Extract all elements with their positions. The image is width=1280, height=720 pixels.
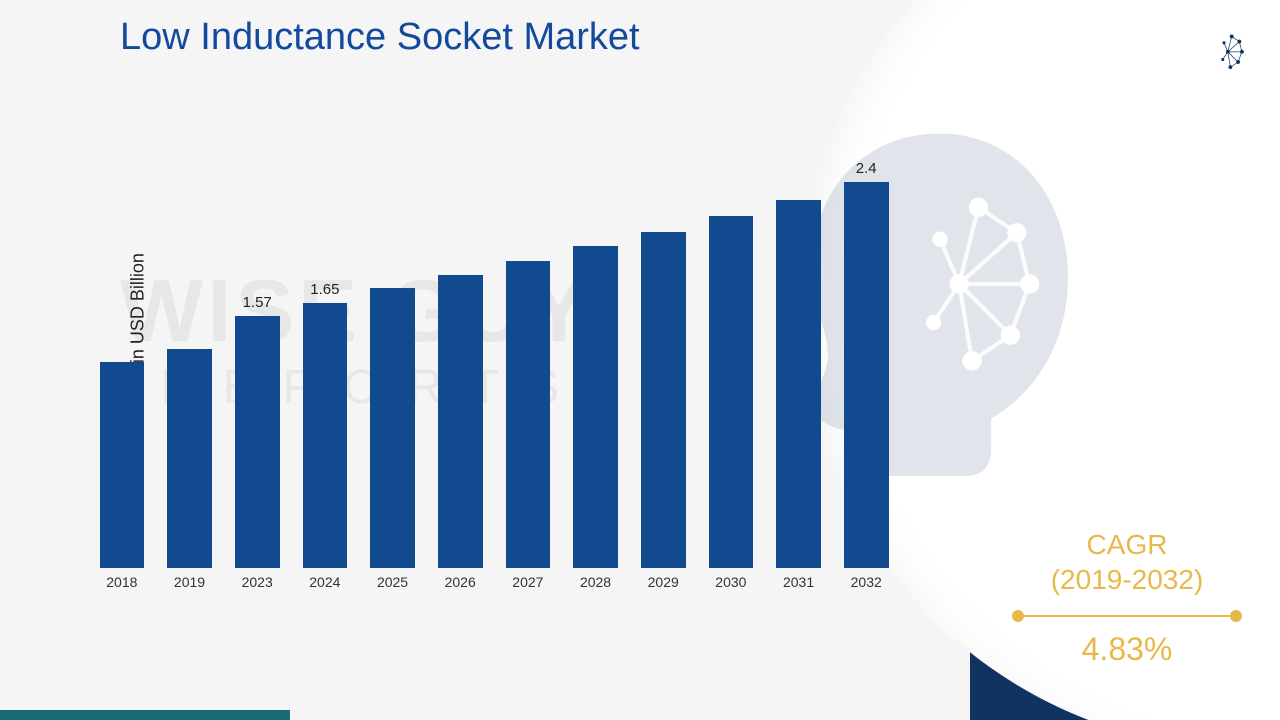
bar: [641, 232, 686, 568]
bar-slot: 2.4: [832, 128, 900, 568]
x-axis-labels: 2018201920232024202520262027202820292030…: [88, 574, 900, 590]
cagr-period: (2019-2032): [1051, 564, 1204, 595]
cagr-divider-line: [1018, 615, 1236, 617]
chart-title: Low Inductance Socket Market: [120, 16, 640, 59]
x-axis-tick-label: 2024: [291, 574, 359, 590]
bar-slot: 1.65: [291, 128, 359, 568]
bar: [709, 216, 754, 568]
bar: [776, 200, 821, 568]
bar: [573, 246, 618, 568]
x-axis-tick-label: 2028: [562, 574, 630, 590]
bar-slot: 1.57: [223, 128, 291, 568]
x-axis-tick-label: 2025: [359, 574, 427, 590]
bar-slot: [629, 128, 697, 568]
x-axis-tick-label: 2018: [88, 574, 156, 590]
cagr-label-text: CAGR: [1087, 529, 1168, 560]
bar: [506, 261, 551, 568]
chart-area: Market Value in USD Billion 1.571.652.4 …: [80, 128, 900, 598]
bar: [235, 316, 280, 568]
bar-slot: [697, 128, 765, 568]
x-axis-tick-label: 2019: [156, 574, 224, 590]
bar-slot: [494, 128, 562, 568]
x-axis-tick-label: 2029: [629, 574, 697, 590]
brand-head-icon: [1192, 18, 1256, 92]
x-axis-tick-label: 2027: [494, 574, 562, 590]
x-axis-tick-label: 2026: [426, 574, 494, 590]
cagr-label: CAGR (2019-2032): [1012, 527, 1242, 597]
bar-value-label: 1.57: [243, 294, 272, 312]
cagr-block: CAGR (2019-2032) 4.83%: [1012, 527, 1242, 668]
bar-slot: [88, 128, 156, 568]
x-axis-tick-label: 2031: [765, 574, 833, 590]
bar-slot: [765, 128, 833, 568]
page-root: WISE GUY REPORTS WISE GUY REPORTS: [0, 0, 1280, 720]
bar: [303, 303, 348, 568]
bar: [844, 182, 889, 568]
bar-slot: [156, 128, 224, 568]
bar: [438, 275, 483, 568]
brand-name-bottom: REPORTS: [1026, 65, 1184, 80]
x-axis-tick-label: 2032: [832, 574, 900, 590]
bar-plot: 1.57 1.65 2.4: [88, 128, 900, 568]
brand-logo: WISE GUY REPORTS: [1026, 18, 1256, 92]
bar: [370, 288, 415, 568]
cagr-value: 4.83%: [1012, 631, 1242, 668]
bottom-separator: [0, 710, 290, 720]
bar-slot: [426, 128, 494, 568]
brand-name-top: WISE GUY: [1026, 31, 1184, 61]
bar-slot: [562, 128, 630, 568]
bar-slot: [359, 128, 427, 568]
bar: [100, 362, 145, 568]
bar-value-label: 1.65: [310, 281, 339, 299]
x-axis-tick-label: 2023: [223, 574, 291, 590]
bar: [167, 349, 212, 568]
x-axis-tick-label: 2030: [697, 574, 765, 590]
brand-logo-text: WISE GUY REPORTS: [1026, 31, 1184, 80]
bar-value-label: 2.4: [856, 160, 877, 178]
